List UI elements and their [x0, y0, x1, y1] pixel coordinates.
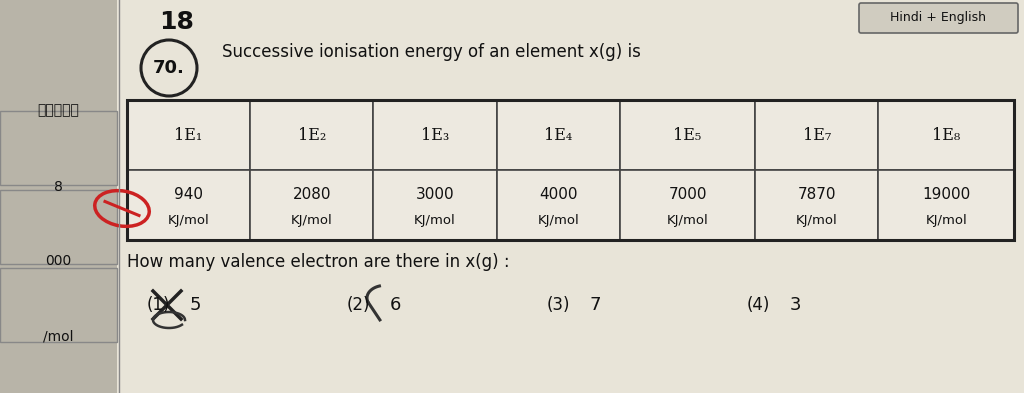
Text: 1E₁: 1E₁: [174, 127, 203, 143]
Text: 3: 3: [790, 296, 801, 314]
Bar: [250, 100, 374, 170]
Text: /mol: /mol: [43, 329, 74, 343]
Bar: [250, 170, 374, 240]
Text: KJ/mol: KJ/mol: [667, 214, 709, 227]
Text: नुसार: नुसार: [38, 103, 80, 117]
Bar: [127, 170, 250, 240]
Text: 6: 6: [389, 296, 400, 314]
Text: KJ/mol: KJ/mol: [926, 214, 967, 227]
Text: 19000: 19000: [923, 187, 971, 202]
Text: KJ/mol: KJ/mol: [796, 214, 838, 227]
Text: 2080: 2080: [293, 187, 331, 202]
Text: 1E₅: 1E₅: [674, 127, 701, 143]
Text: (4): (4): [746, 296, 770, 314]
Bar: [879, 100, 1014, 170]
Text: 1E₈: 1E₈: [932, 127, 961, 143]
Text: KJ/mol: KJ/mol: [538, 214, 579, 227]
Text: KJ/mol: KJ/mol: [414, 214, 456, 227]
Bar: [0, 111, 117, 185]
Text: 7000: 7000: [669, 187, 707, 202]
Bar: [374, 170, 497, 240]
Bar: [756, 170, 879, 240]
Text: 18: 18: [160, 10, 195, 34]
Text: 7870: 7870: [798, 187, 837, 202]
Text: (3): (3): [547, 296, 570, 314]
Text: 1E₄: 1E₄: [544, 127, 572, 143]
Text: 3000: 3000: [416, 187, 455, 202]
Bar: [620, 100, 756, 170]
Bar: [0, 0, 117, 393]
Text: 8: 8: [54, 180, 62, 194]
Text: (1): (1): [147, 296, 171, 314]
Bar: [0, 190, 117, 264]
Text: (2): (2): [347, 296, 371, 314]
Text: 940: 940: [174, 187, 203, 202]
Text: 4000: 4000: [539, 187, 578, 202]
Bar: [127, 100, 250, 170]
Bar: [620, 170, 756, 240]
Bar: [879, 170, 1014, 240]
Bar: [127, 100, 1014, 240]
Text: 000: 000: [45, 254, 72, 268]
Bar: [497, 170, 620, 240]
Text: Successive ionisation energy of an element x(g) is: Successive ionisation energy of an eleme…: [222, 43, 641, 61]
Text: KJ/mol: KJ/mol: [168, 214, 210, 227]
Bar: [0, 268, 117, 342]
Bar: [756, 100, 879, 170]
Text: 1E₃: 1E₃: [421, 127, 450, 143]
Text: 7: 7: [589, 296, 601, 314]
Text: Hindi + English: Hindi + English: [891, 11, 986, 24]
Text: 1E₂: 1E₂: [298, 127, 326, 143]
Text: How many valence electron are there in x(g) :: How many valence electron are there in x…: [127, 253, 510, 271]
Bar: [497, 100, 620, 170]
Text: 70.: 70.: [153, 59, 185, 77]
Bar: [374, 100, 497, 170]
FancyBboxPatch shape: [859, 3, 1018, 33]
Text: 1E₇: 1E₇: [803, 127, 831, 143]
Text: 5: 5: [189, 296, 201, 314]
Text: KJ/mol: KJ/mol: [291, 214, 333, 227]
